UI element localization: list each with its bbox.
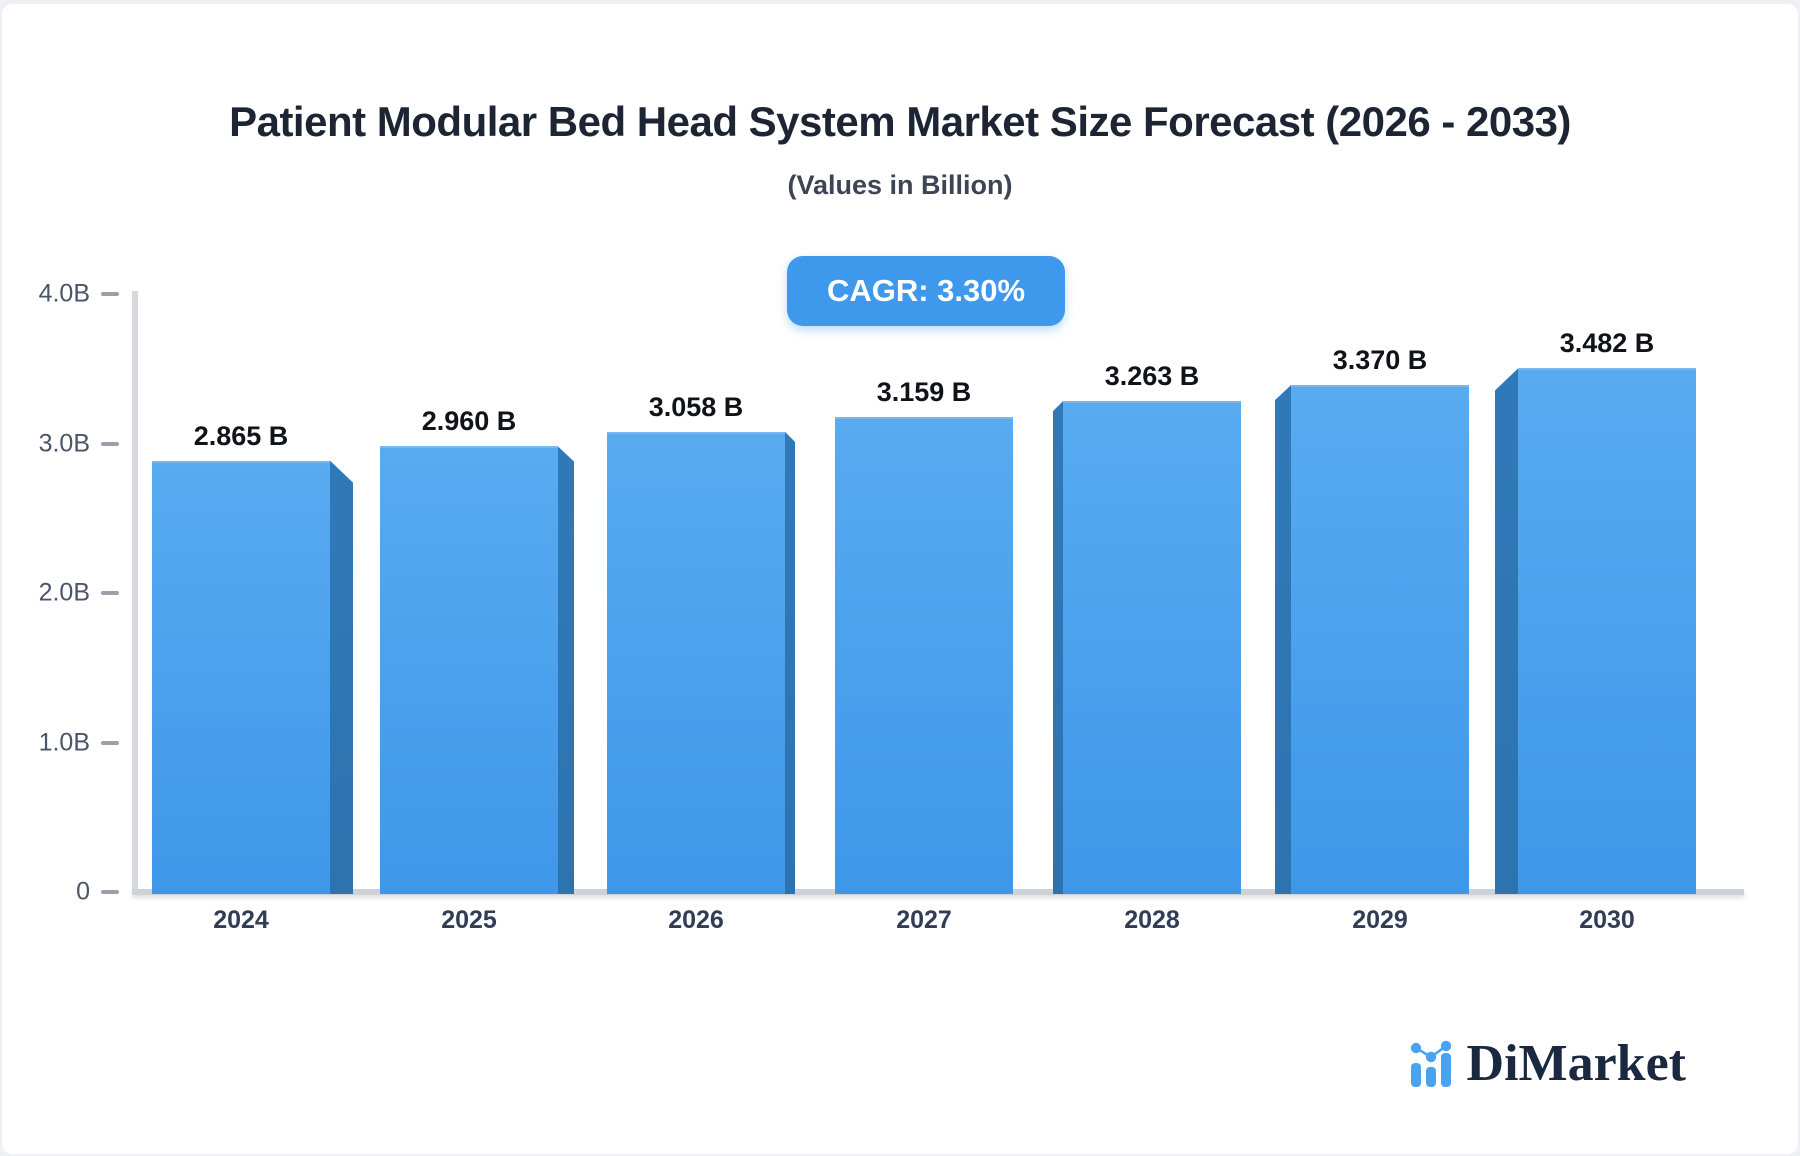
x-axis-label: 2026 (668, 906, 724, 934)
x-axis-label: 2024 (213, 906, 269, 934)
bar (1518, 368, 1696, 894)
bar (1063, 401, 1241, 894)
bar-value-label: 3.482 B (1559, 328, 1655, 359)
y-axis-tick (101, 292, 119, 296)
y-axis-tick (101, 441, 119, 446)
chart-title: Patient Modular Bed Head System Market S… (229, 98, 1571, 145)
y-axis-tick (101, 591, 119, 595)
bar-side (1275, 385, 1291, 894)
chart-card: Patient Modular Bed Head System Market S… (2, 4, 1798, 1154)
bar-side (1053, 401, 1063, 894)
bar-side (330, 460, 353, 894)
bar-side (558, 446, 574, 894)
x-axis-label: 2027 (896, 906, 952, 934)
bar (380, 446, 558, 894)
bar-line-chart-icon (1410, 1040, 1451, 1087)
bar-chart: 0 1.0B 2.0B 3.0B 4.0B 2.865 B 2024 2.960 B 2025 3… (2, 4, 1798, 1154)
y-axis-label: 2.0B (38, 578, 90, 607)
bar-side (785, 431, 795, 894)
y-axis-label: 3.0B (38, 429, 90, 457)
x-axis-label: 2025 (441, 906, 497, 934)
chart-subtitle: (Values in Billion) (787, 170, 1013, 200)
x-axis-label: 2030 (1579, 906, 1635, 934)
logo-text: DiMarket (1466, 1035, 1686, 1092)
y-axis-label: 1.0B (38, 728, 90, 756)
bar-value-label: 3.370 B (1332, 345, 1428, 376)
bar (607, 431, 785, 894)
y-axis-tick (101, 890, 119, 894)
y-axis-tick (101, 740, 119, 745)
bar-value-label: 2.865 B (193, 420, 289, 451)
y-axis-label: 4.0B (38, 279, 90, 308)
bar (152, 460, 330, 894)
cagr-badge: CAGR: 3.30% (787, 256, 1065, 326)
bar (1291, 385, 1469, 894)
bar-value-label: 3.058 B (648, 391, 744, 422)
bar-value-label: 3.159 B (876, 376, 972, 407)
x-axis-label: 2029 (1352, 906, 1408, 934)
bar-value-label: 3.263 B (1104, 361, 1200, 392)
x-axis-label: 2028 (1124, 906, 1180, 934)
y-axis-label: 0 (76, 877, 90, 906)
dimarket-logo: DiMarket (1407, 1034, 1686, 1093)
bar-value-label: 2.960 B (421, 406, 517, 437)
bar (835, 416, 1013, 894)
bar-side (1495, 368, 1518, 894)
y-axis-line (132, 291, 138, 895)
